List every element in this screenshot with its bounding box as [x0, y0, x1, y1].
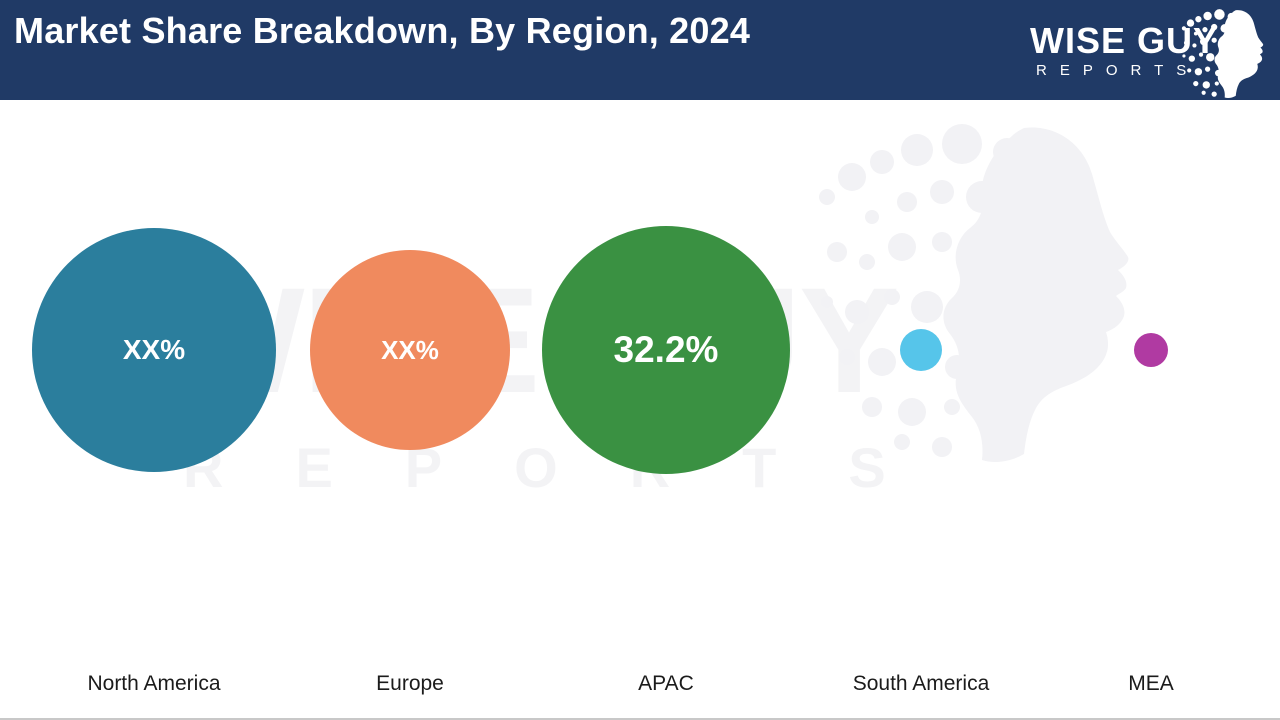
bubble-south-america: [900, 329, 942, 371]
legend-label-mea: MEA: [1128, 672, 1174, 695]
logo-head-icon: [1181, 9, 1264, 99]
bubble-value-north-america: XX%: [122, 334, 186, 365]
watermark-head-icon: [819, 124, 1129, 462]
wise-guy-logo: WISE GUY REPORTS: [1030, 6, 1268, 99]
header-bar: Market Share Breakdown, By Region, 2024 …: [0, 0, 1280, 100]
bubble-apac: 32.2%: [542, 226, 790, 474]
logo-subtext: REPORTS: [1036, 62, 1200, 79]
watermark-subtext: REPORTS: [183, 436, 958, 499]
bubble-value-apac: 32.2%: [613, 329, 719, 370]
bubble-value-europe: XX%: [381, 334, 439, 365]
legend-label-europe: Europe: [376, 672, 444, 695]
bubble-europe: XX%: [310, 250, 510, 450]
page-title: Market Share Breakdown, By Region, 2024: [14, 10, 751, 51]
bubble-north-america: XX%: [32, 228, 276, 472]
bubble-mea: [1134, 333, 1168, 367]
legend-label-north-america: North America: [87, 672, 221, 695]
legend-label-apac: APAC: [638, 672, 694, 695]
legend-label-south-america: South America: [852, 672, 990, 695]
bottom-divider: [0, 718, 1280, 720]
